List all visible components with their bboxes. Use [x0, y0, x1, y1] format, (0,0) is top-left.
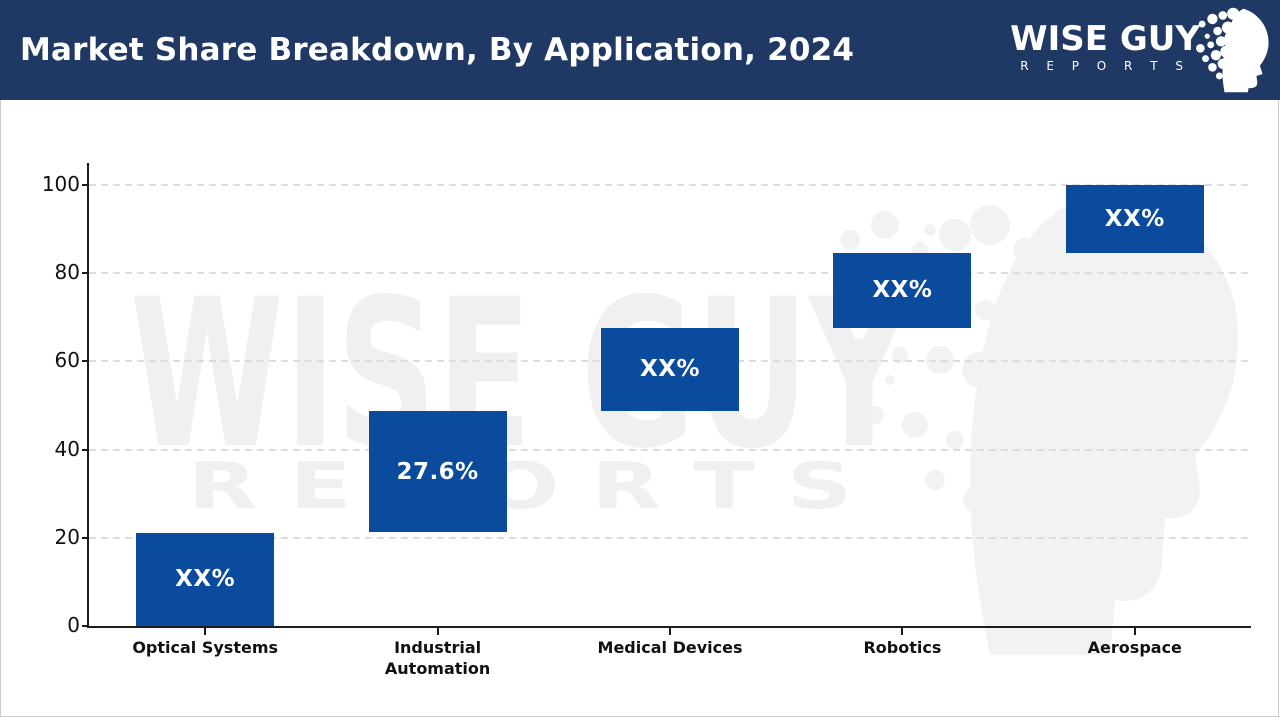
- header-bar: Market Share Breakdown, By Application, …: [0, 0, 1280, 100]
- y-tick-mark: [82, 360, 89, 363]
- y-tick-mark: [82, 272, 89, 275]
- gridline: [89, 272, 1251, 275]
- y-tick-label: 100: [41, 171, 80, 196]
- waterfall-bar: XX%: [1065, 185, 1204, 253]
- x-category-label: Robotics: [863, 638, 942, 657]
- bar-value-label: XX%: [639, 356, 700, 383]
- y-tick-label: 40: [54, 436, 80, 461]
- y-tick-label: 60: [54, 348, 80, 373]
- y-tick-mark: [82, 625, 89, 627]
- x-tick-mark: [901, 628, 904, 635]
- x-tick-mark: [1133, 628, 1136, 635]
- x-axis-line: [87, 626, 1251, 628]
- bar-value-label: XX%: [175, 566, 236, 593]
- x-tick-mark: [204, 628, 207, 635]
- bar-value-label: XX%: [872, 277, 933, 304]
- x-tick-mark: [436, 628, 439, 635]
- x-category-label: Medical Devices: [597, 638, 743, 657]
- y-tick-mark: [82, 536, 89, 539]
- waterfall-bar: XX%: [136, 532, 275, 626]
- bar-value-label: XX%: [1104, 206, 1165, 233]
- bar-value-label: 27.6%: [396, 458, 479, 485]
- frame-border-right: [1278, 100, 1279, 717]
- waterfall-bar: 27.6%: [368, 410, 507, 533]
- frame-border-left: [0, 100, 1, 717]
- x-tick-mark: [669, 628, 671, 635]
- waterfall-bar: XX%: [833, 252, 972, 328]
- x-category-label: Industrial Automation: [384, 638, 491, 678]
- y-axis-line: [87, 163, 89, 628]
- logo-wordmark: WISE GUY: [1010, 19, 1200, 59]
- gridline: [89, 184, 1251, 186]
- y-tick-mark: [82, 184, 89, 186]
- y-tick-label: 0: [67, 612, 80, 637]
- logo-text: WISE GUY R E P O R T S: [1010, 22, 1200, 73]
- wise-guy-logo: WISE GUY R E P O R T S: [1010, 0, 1272, 100]
- x-category-label: Aerospace: [1087, 638, 1182, 657]
- y-tick-label: 80: [54, 259, 80, 284]
- logo-head-icon: [1196, 7, 1269, 93]
- y-tick-label: 20: [54, 524, 80, 549]
- gridline: [89, 448, 1251, 451]
- waterfall-bar: XX%: [601, 327, 739, 411]
- page-title: Market Share Breakdown, By Application, …: [20, 32, 855, 68]
- y-tick-mark: [82, 448, 89, 451]
- gridline: [89, 536, 1251, 539]
- logo-subtitle: R E P O R T S: [1020, 59, 1190, 73]
- frame-border-bottom: [0, 716, 1280, 717]
- x-category-label: Optical Systems: [132, 638, 279, 657]
